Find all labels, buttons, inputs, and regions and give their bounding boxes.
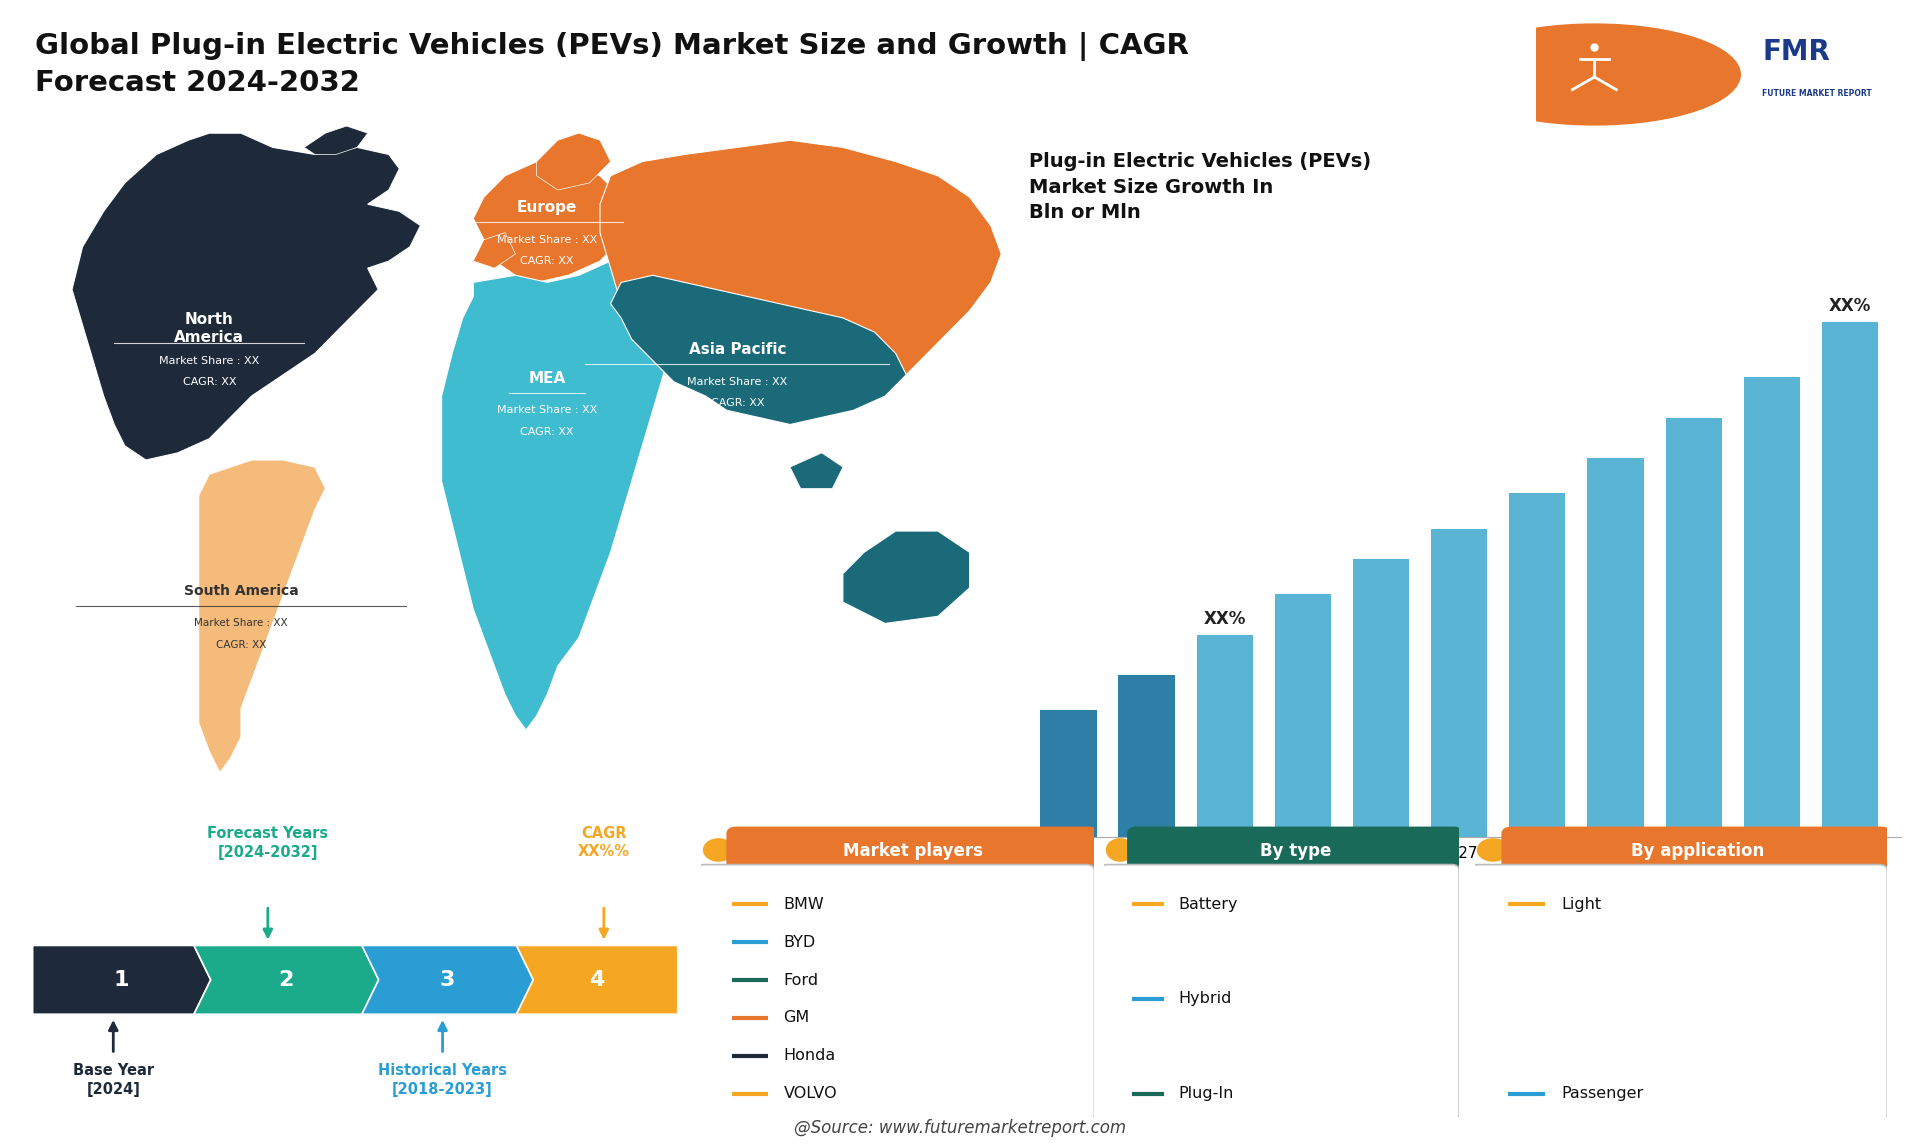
Text: CAGR: XX: CAGR: XX [215,639,267,650]
Text: Battery: Battery [1179,896,1238,911]
Text: North
America: North America [175,313,244,345]
Bar [1119,675,1175,837]
Text: Global Plug-in Electric Vehicles (PEVs) Market Size and Growth | CAGR
Forecast 2: Global Plug-in Electric Vehicles (PEVs) … [35,32,1188,96]
FancyBboxPatch shape [1471,864,1887,1121]
Polygon shape [200,460,324,772]
Polygon shape [303,126,369,155]
Text: CAGR
XX%%: CAGR XX%% [578,826,630,860]
Circle shape [703,839,733,861]
Text: Europe: Europe [516,201,578,215]
Bar [1430,528,1488,837]
Text: Ford: Ford [783,973,818,988]
Bar [1743,377,1799,837]
Polygon shape [601,140,1002,424]
Polygon shape [611,275,906,424]
Text: BYD: BYD [783,934,816,950]
Text: BMW: BMW [783,896,824,911]
Polygon shape [442,261,674,730]
Text: CAGR: XX: CAGR: XX [520,256,574,266]
Text: By application: By application [1630,841,1764,860]
Bar [1354,559,1409,837]
Circle shape [1106,839,1133,861]
Polygon shape [194,945,378,1014]
Polygon shape [361,945,534,1014]
Text: FMR: FMR [1763,38,1830,65]
Text: 2: 2 [278,970,294,990]
Text: Market Share : XX: Market Share : XX [497,406,597,415]
Text: Forecast Years
[2024-2032]: Forecast Years [2024-2032] [207,826,328,860]
Text: 1: 1 [113,970,129,990]
Polygon shape [843,531,970,623]
Bar [1509,493,1565,837]
Text: Market Share : XX: Market Share : XX [497,235,597,245]
Circle shape [1448,24,1740,125]
FancyBboxPatch shape [697,864,1094,1121]
Text: Market players: Market players [843,841,983,860]
Text: CAGR: XX: CAGR: XX [520,426,574,437]
Text: GM: GM [783,1011,810,1026]
Bar [1275,595,1331,837]
Text: Passenger: Passenger [1561,1086,1644,1101]
FancyBboxPatch shape [1127,826,1463,874]
Polygon shape [791,453,843,488]
Bar [1041,711,1096,837]
Text: Market Share : XX: Market Share : XX [687,377,787,387]
Text: By type: By type [1260,841,1331,860]
Text: Hybrid: Hybrid [1179,991,1233,1006]
Text: 4: 4 [589,970,605,990]
Text: Plug-In: Plug-In [1179,1086,1235,1101]
FancyBboxPatch shape [1100,864,1459,1121]
Text: FUTURE MARKET REPORT: FUTURE MARKET REPORT [1763,89,1872,97]
Bar [1588,458,1644,837]
Text: Plug-in Electric Vehicles (PEVs)
Market Size Growth In
Bln or Mln: Plug-in Electric Vehicles (PEVs) Market … [1029,151,1371,222]
Text: Historical Years
[2018-2023]: Historical Years [2018-2023] [378,1063,507,1097]
Text: XX%: XX% [1830,297,1872,315]
Text: Light: Light [1561,896,1601,911]
Polygon shape [73,133,420,460]
Polygon shape [474,162,632,282]
Bar [1196,635,1254,837]
FancyBboxPatch shape [1501,826,1891,874]
Text: VOLVO: VOLVO [783,1086,837,1101]
Polygon shape [516,945,678,1014]
Text: Asia Pacific: Asia Pacific [689,343,785,358]
Text: Market Share : XX: Market Share : XX [194,619,288,628]
Text: @Source: www.futuremarketreport.com: @Source: www.futuremarketreport.com [795,1118,1125,1137]
Polygon shape [33,945,211,1014]
Text: Base Year
[2024]: Base Year [2024] [73,1063,154,1097]
Text: CAGR: XX: CAGR: XX [710,398,764,408]
Text: XX%: XX% [1204,610,1246,628]
Bar [1665,417,1722,837]
FancyBboxPatch shape [726,826,1098,874]
Text: Honda: Honda [783,1049,835,1063]
Text: Market Share : XX: Market Share : XX [159,355,259,366]
Polygon shape [538,133,611,190]
Text: MEA: MEA [528,371,566,386]
Text: 3: 3 [440,970,455,990]
Text: South America: South America [184,584,298,598]
Bar [1822,322,1878,837]
Circle shape [1478,839,1509,861]
Polygon shape [474,233,516,268]
Text: CAGR: XX: CAGR: XX [182,377,236,387]
